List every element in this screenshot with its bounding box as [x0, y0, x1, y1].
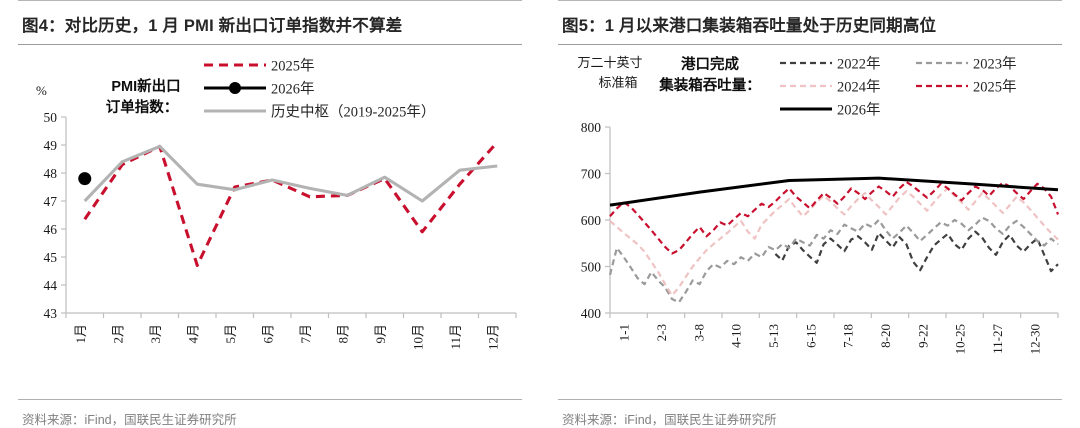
x-tick-label: 3月 — [148, 324, 163, 344]
series-line-2025年 — [83, 141, 499, 267]
axis-unit-label: 万二十英寸 — [577, 55, 642, 70]
series-line-2024年 — [609, 187, 1059, 297]
legend-marker-2026年 — [229, 82, 241, 94]
legend-group-title: PMI新出口 — [111, 77, 180, 95]
x-tick-label: 1-1 — [617, 324, 632, 341]
fig4-plot-area: 43 44 45 46 47 48 49 50 1月 2月 3月 4月 5月 6月 7月 8月 9月 10月 11月… — [18, 45, 522, 399]
y-tick-label: 43 — [44, 306, 58, 321]
axis-unit-label: 标准箱 — [598, 75, 637, 90]
x-tick-label: 6-15 — [803, 324, 818, 348]
x-tick-label: 12-30 — [1027, 324, 1042, 354]
y-tick-label: 45 — [44, 250, 58, 265]
legend-label-历史中枢（2019-2025年）: 历史中枢（2019-2025年） — [271, 104, 435, 121]
x-tick-label: 7-18 — [841, 324, 856, 348]
legend-group-title: 港口完成 — [681, 55, 739, 73]
x-tick-label: 6月 — [260, 324, 275, 344]
series-line-2026年 — [609, 176, 1059, 207]
x-tick-label: 5-13 — [766, 324, 781, 348]
y-tick-label: 46 — [44, 222, 58, 237]
fig4-source: 资料来源：iFind，国联民生证券研究所 — [18, 399, 522, 427]
legend-group-title: 订单指数： — [106, 98, 179, 116]
legend-label-2026年: 2026年 — [271, 81, 315, 98]
x-tick-label: 4月 — [185, 324, 200, 344]
y-tick-label: 47 — [44, 194, 58, 209]
x-tick-label: 9月 — [373, 324, 388, 344]
x-tick-label: 9-22 — [915, 324, 930, 348]
fig5-source: 资料来源：iFind，国联民生证券研究所 — [558, 399, 1062, 427]
y-tick-label: 48 — [44, 166, 58, 181]
y-tick-label: 50 — [44, 110, 58, 125]
y-tick-label: 400 — [581, 306, 602, 321]
x-tick-label: 2-3 — [654, 324, 669, 341]
legend-group-title: 集装箱吞吐量： — [658, 76, 761, 94]
legend-label-2026年: 2026年 — [837, 102, 881, 119]
series-marker-2026年 — [78, 172, 92, 186]
y-tick-label: 800 — [581, 120, 602, 135]
x-tick-label: 11-27 — [990, 324, 1005, 354]
x-tick-label: 3-8 — [691, 324, 706, 341]
legend-label-2023年: 2023年 — [973, 56, 1017, 73]
fig5-title: 图5：1 月以来港口集装箱吞吐量处于历史同期高位 — [558, 0, 1062, 45]
x-tick-label: 8-20 — [878, 324, 893, 348]
panel-fig5: 图5：1 月以来港口集装箱吞吐量处于历史同期高位 400 500 600 700 800… — [540, 0, 1080, 427]
series-line-2025年 — [609, 180, 1060, 255]
legend-label-2024年: 2024年 — [837, 79, 881, 96]
y-tick-label: 700 — [581, 167, 602, 182]
fig5-chart-svg: 400 500 600 700 800 1-1 2-3 3-8 4-10 5-13 6-15 7-18… — [577, 55, 1060, 354]
fig4-title: 图4：对比历史，1 月 PMI 新出口订单指数并不算差 — [18, 0, 522, 45]
series-line-2023年 — [608, 216, 1059, 304]
axis-unit-label: % — [36, 83, 47, 98]
x-tick-label: 8月 — [335, 324, 350, 344]
x-tick-label: 12月 — [485, 324, 500, 350]
series-line-2022年 — [774, 230, 1059, 273]
x-tick-label: 5月 — [223, 324, 238, 344]
y-tick-label: 49 — [44, 138, 58, 153]
legend-label-2025年: 2025年 — [271, 58, 315, 75]
fig4-chart-svg: 43 44 45 46 47 48 49 50 1月 2月 3月 4月 5月 6月 7月 8月 9月 10月 11月… — [36, 58, 517, 350]
legend-label-2022年: 2022年 — [837, 56, 881, 73]
fig5-plot-area: 400 500 600 700 800 1-1 2-3 3-8 4-10 5-13 6-15 7-18… — [558, 45, 1062, 399]
x-tick-label: 11月 — [448, 324, 463, 350]
y-tick-label: 600 — [581, 213, 602, 228]
x-tick-label: 2月 — [110, 324, 125, 344]
y-tick-label: 44 — [44, 278, 58, 293]
x-tick-label: 10-25 — [953, 324, 968, 354]
x-tick-label: 1月 — [73, 324, 88, 344]
y-tick-label: 500 — [581, 260, 602, 275]
x-tick-label: 4-10 — [729, 324, 744, 348]
panel-fig4: 图4：对比历史，1 月 PMI 新出口订单指数并不算差 43 44 45 46 47 48… — [0, 0, 540, 427]
x-tick-label: 10月 — [410, 324, 425, 350]
legend-label-2025年: 2025年 — [973, 79, 1017, 96]
x-tick-label: 7月 — [298, 324, 313, 344]
series-line-历史中枢（2019-2025年） — [83, 144, 498, 203]
